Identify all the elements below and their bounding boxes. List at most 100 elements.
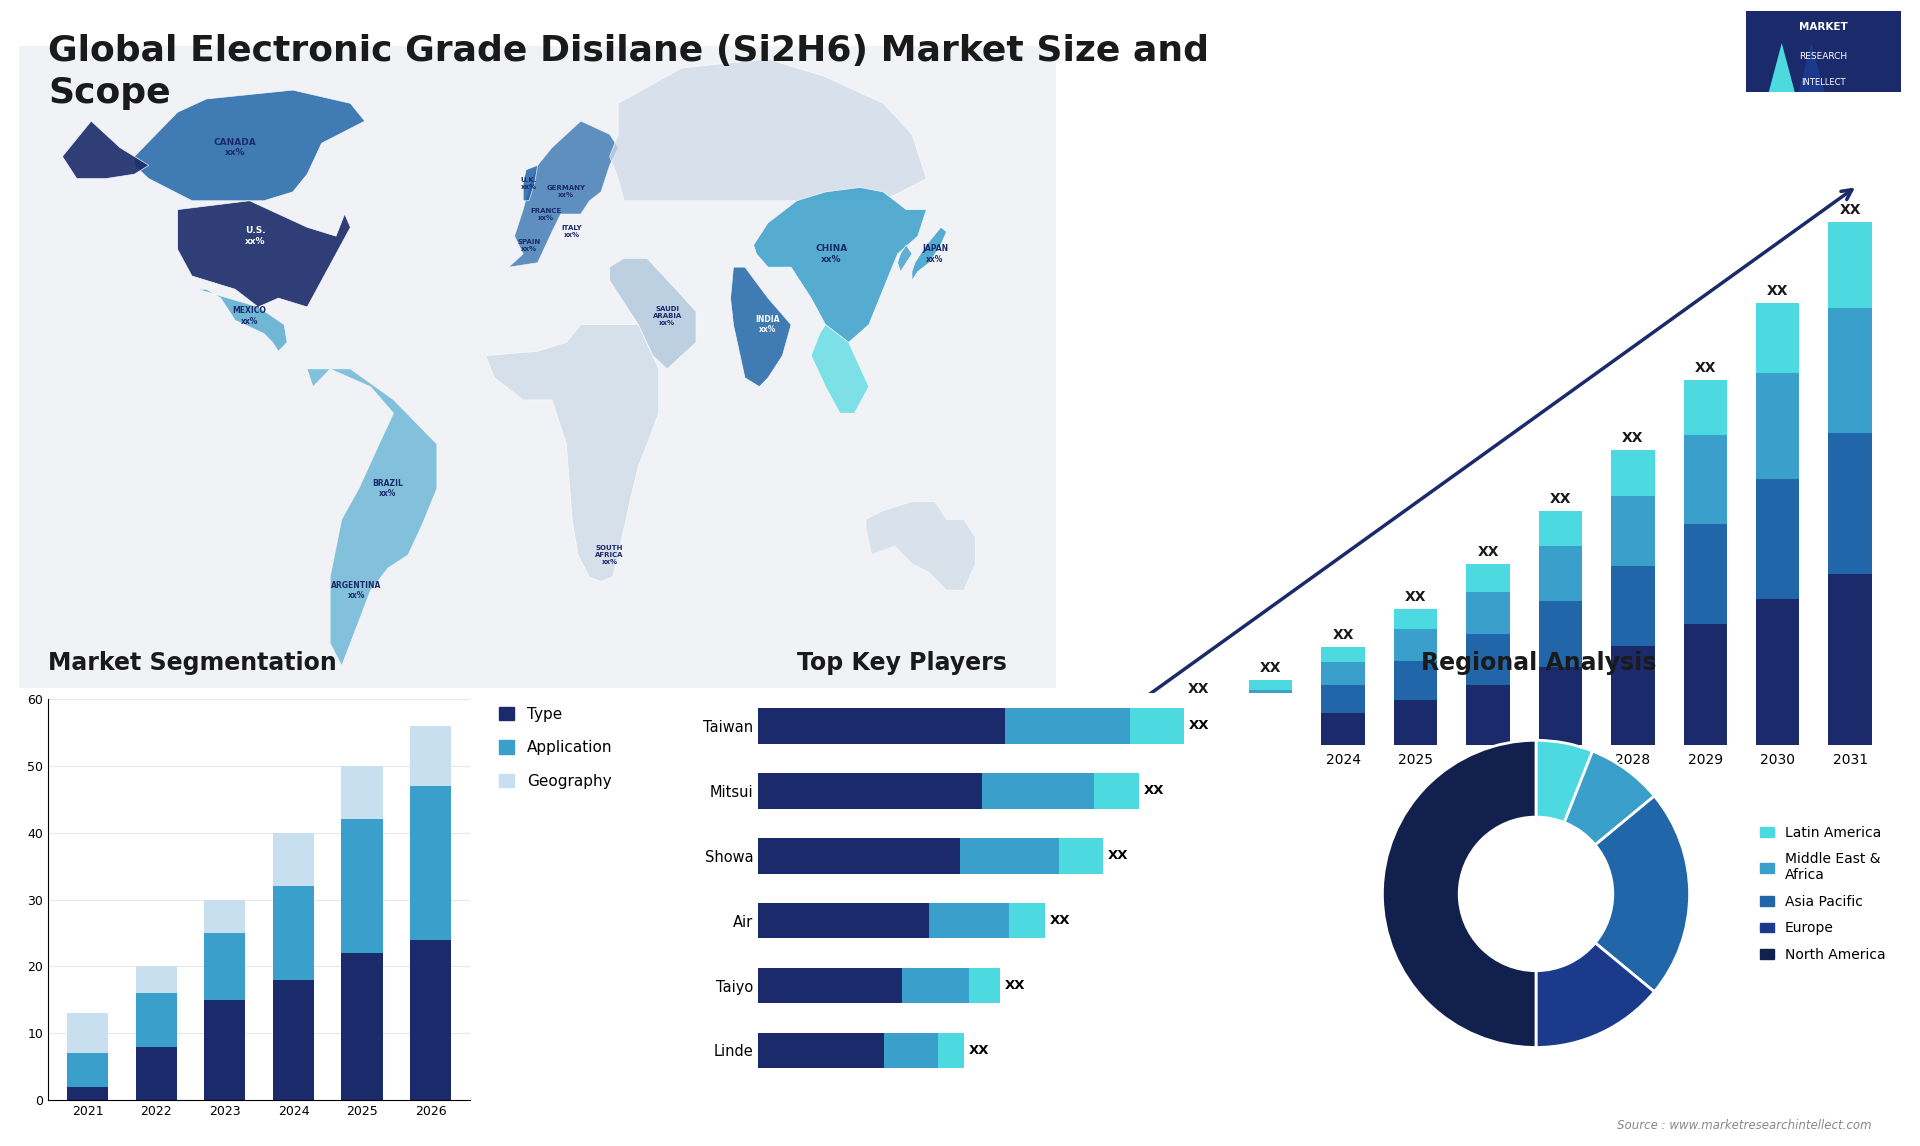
Bar	[1611, 646, 1655, 745]
Text: XX: XX	[1839, 203, 1860, 218]
Text: XX: XX	[1695, 361, 1716, 375]
Text: MEXICO
xx%: MEXICO xx%	[232, 306, 267, 325]
Bar	[1828, 308, 1872, 433]
Bar	[902, 967, 970, 1004]
Text: U.S.
xx%: U.S. xx%	[246, 227, 265, 246]
Text: MARKET: MARKET	[1799, 22, 1847, 32]
Bar	[136, 1046, 177, 1100]
Bar	[1177, 717, 1219, 730]
Bar	[1004, 708, 1131, 744]
Wedge shape	[1565, 751, 1655, 845]
Bar	[1250, 690, 1292, 705]
Bar	[411, 940, 451, 1100]
Bar	[1394, 629, 1438, 661]
Bar	[1611, 496, 1655, 566]
Polygon shape	[753, 188, 927, 343]
FancyBboxPatch shape	[1745, 11, 1901, 143]
Text: SPAIN
xx%: SPAIN xx%	[516, 238, 541, 251]
Bar	[1177, 700, 1219, 708]
Text: ARGENTINA
xx%: ARGENTINA xx%	[330, 581, 382, 599]
Text: FRANCE
xx%: FRANCE xx%	[530, 207, 563, 220]
Bar	[1467, 684, 1509, 745]
Polygon shape	[522, 165, 538, 201]
Bar	[1394, 610, 1438, 629]
Bar	[1250, 705, 1292, 723]
Bar	[929, 903, 1010, 939]
Bar	[1611, 450, 1655, 496]
Bar	[342, 766, 382, 819]
Wedge shape	[1536, 943, 1655, 1047]
Legend: Latin America, Middle East &
Africa, Asia Pacific, Europe, North America: Latin America, Middle East & Africa, Asi…	[1755, 821, 1891, 967]
Bar	[1104, 735, 1148, 745]
Polygon shape	[179, 201, 351, 307]
Text: ITALY
xx%: ITALY xx%	[563, 226, 582, 238]
Bar	[1394, 700, 1438, 745]
Bar	[411, 725, 451, 786]
Bar	[960, 838, 1058, 873]
Polygon shape	[899, 245, 912, 272]
Polygon shape	[812, 324, 868, 414]
Bar	[937, 1033, 964, 1068]
Bar	[1467, 592, 1509, 635]
Text: Top Key Players: Top Key Players	[797, 651, 1006, 675]
Text: RESEARCH: RESEARCH	[1799, 52, 1847, 61]
Bar	[883, 1033, 937, 1068]
Text: U.K.
xx%: U.K. xx%	[520, 176, 538, 189]
Text: XX: XX	[1050, 915, 1069, 927]
Wedge shape	[1382, 740, 1536, 1047]
Bar	[273, 980, 315, 1100]
Bar	[1828, 433, 1872, 574]
Text: GERMANY
xx%: GERMANY xx%	[547, 186, 586, 198]
Wedge shape	[1596, 796, 1690, 991]
Bar	[67, 1053, 108, 1086]
Bar	[1828, 222, 1872, 308]
Bar	[1684, 380, 1726, 435]
Polygon shape	[611, 258, 695, 369]
Bar	[1467, 635, 1509, 684]
Text: XX: XX	[1004, 979, 1025, 992]
Bar	[983, 772, 1094, 809]
Bar	[758, 838, 960, 873]
Bar	[136, 966, 177, 994]
Bar	[1611, 566, 1655, 646]
Text: XX: XX	[1549, 492, 1571, 505]
Bar	[136, 994, 177, 1046]
Bar	[1321, 684, 1365, 713]
Bar	[1010, 903, 1044, 939]
Bar	[1104, 716, 1148, 721]
Polygon shape	[63, 121, 150, 179]
Bar	[1177, 730, 1219, 745]
Text: SAUDI
ARABIA
xx%: SAUDI ARABIA xx%	[653, 306, 682, 325]
Bar	[1757, 374, 1799, 479]
Bar	[1538, 667, 1582, 745]
Polygon shape	[134, 91, 365, 201]
Bar	[204, 999, 246, 1100]
Text: Regional Analysis: Regional Analysis	[1421, 651, 1657, 675]
Bar	[411, 786, 451, 940]
Bar	[1104, 721, 1148, 727]
Text: XX: XX	[1476, 545, 1500, 559]
Polygon shape	[866, 502, 975, 590]
Bar	[758, 903, 929, 939]
Bar	[1828, 574, 1872, 745]
Polygon shape	[730, 267, 791, 386]
Text: Market Segmentation: Market Segmentation	[48, 651, 336, 675]
Bar	[758, 1033, 883, 1068]
Text: XX: XX	[1188, 682, 1210, 696]
Text: INTELLECT: INTELLECT	[1801, 78, 1845, 87]
Bar	[1467, 564, 1509, 592]
Bar	[273, 833, 315, 886]
Bar	[970, 967, 1000, 1004]
Bar	[1177, 708, 1219, 717]
Polygon shape	[486, 324, 659, 581]
Polygon shape	[307, 369, 438, 666]
Bar	[758, 967, 902, 1004]
Bar	[1538, 545, 1582, 602]
Bar	[1394, 661, 1438, 700]
Bar	[1757, 479, 1799, 599]
Bar	[204, 900, 246, 933]
Bar	[1094, 772, 1139, 809]
Bar	[1321, 662, 1365, 684]
Bar	[342, 953, 382, 1100]
Bar	[1684, 625, 1726, 745]
